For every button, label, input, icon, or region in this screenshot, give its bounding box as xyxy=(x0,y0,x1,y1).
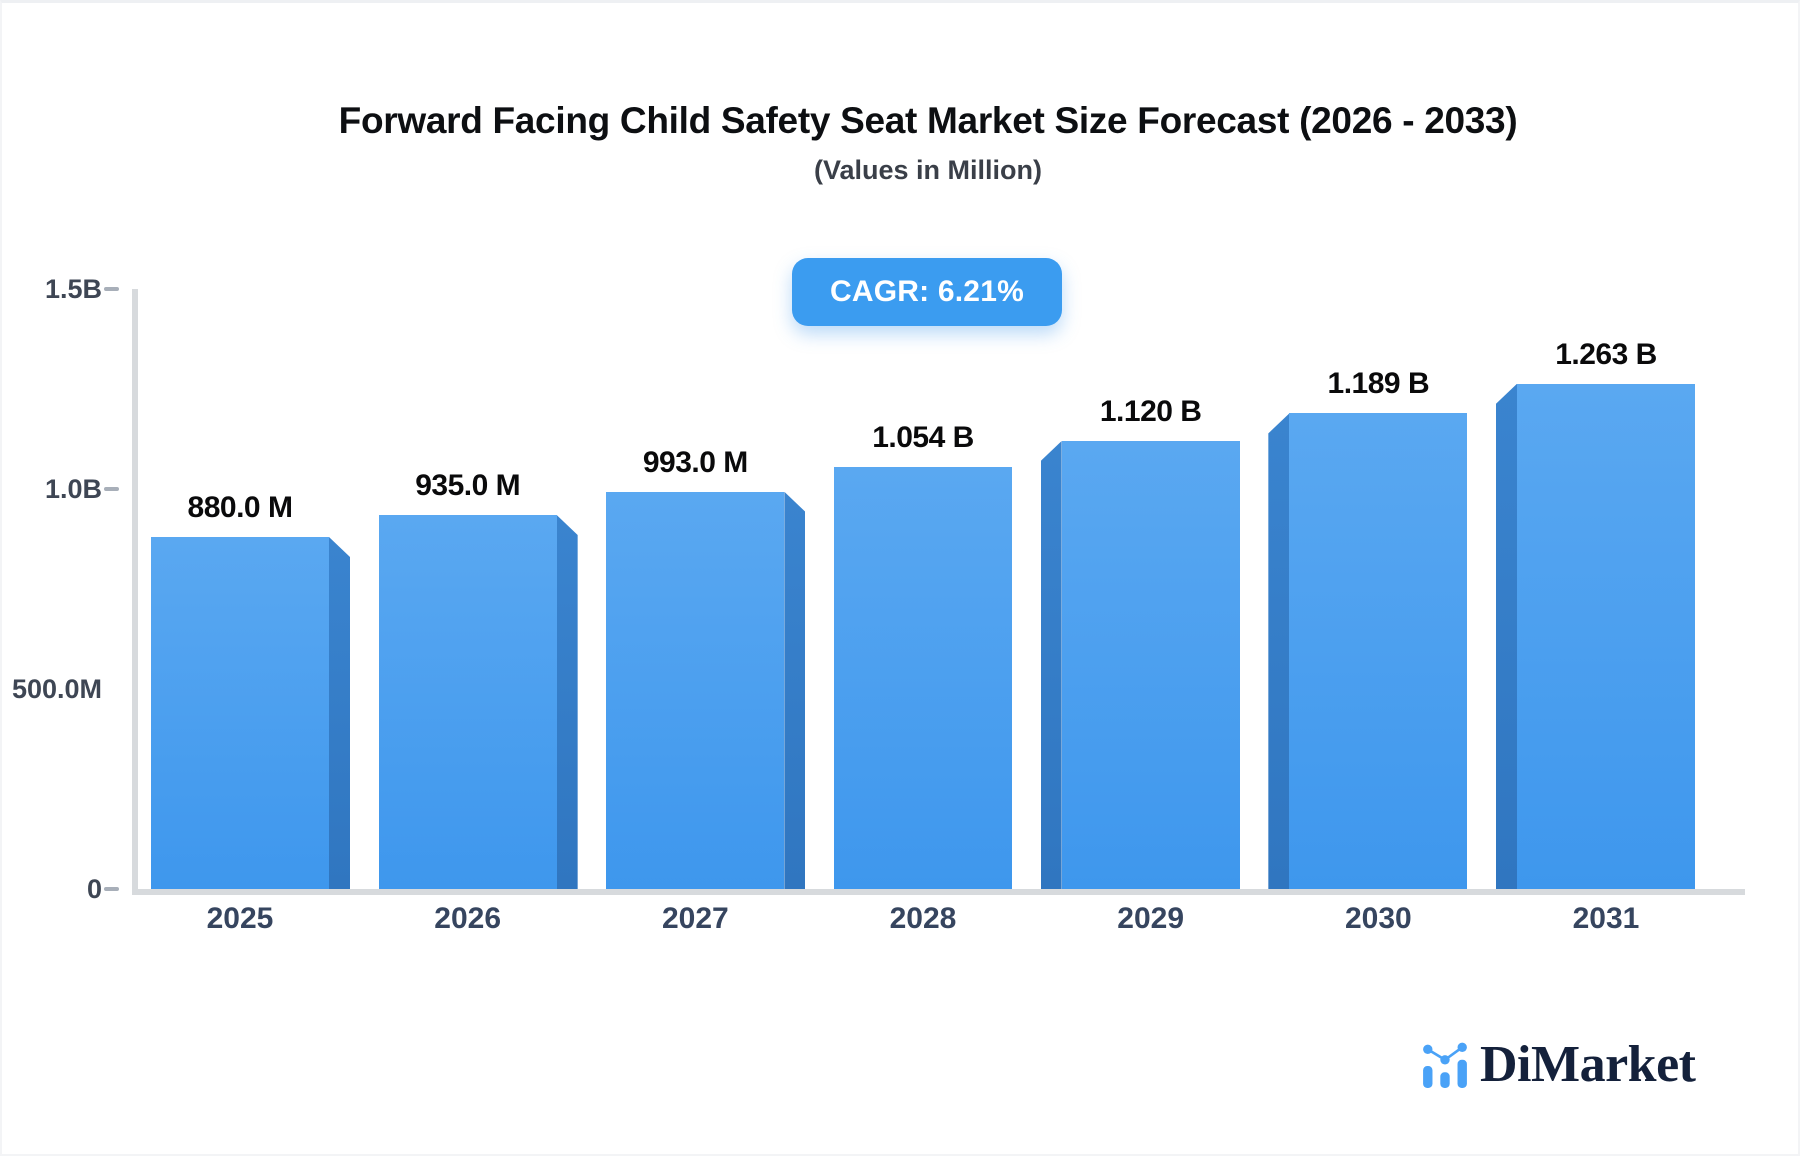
x-axis-category-label: 2026 xyxy=(434,902,502,935)
bar-value-label: 993.0 M xyxy=(642,445,748,479)
x-axis-category-label: 2030 xyxy=(1344,902,1412,935)
bar-2026[interactable] xyxy=(378,515,557,889)
chart-header: Forward Facing Child Safety Seat Market … xyxy=(58,99,1798,186)
bar-side-2027 xyxy=(784,491,806,889)
bar-2025[interactable] xyxy=(151,537,329,889)
bar-side-2026 xyxy=(556,515,578,889)
bar-2031[interactable] xyxy=(1517,383,1695,889)
x-axis-category-label: 2029 xyxy=(1117,902,1185,935)
bar-chart-logo-icon xyxy=(1423,1042,1467,1088)
bar-2030[interactable] xyxy=(1289,413,1468,889)
bar-side-2029 xyxy=(1040,441,1062,889)
bar-chart-plot-area: 1.5B 1.0B 500.0M 0 880.0 M 2025 935.0 M 2026 993… xyxy=(2,3,1798,1154)
bar-value-label: 935.0 M xyxy=(415,469,521,502)
cagr-badge-label: CAGR: 6.21% xyxy=(830,275,1024,308)
bar-side-2025 xyxy=(329,537,350,889)
bar-2029[interactable] xyxy=(1061,441,1240,889)
x-axis-category-label: 2025 xyxy=(206,902,274,935)
y-axis-tick-label: 1.0B xyxy=(44,474,102,504)
y-axis-tick-label: 0 xyxy=(86,874,102,904)
dimarket-logo: DiMarket xyxy=(1422,1036,1696,1094)
x-axis-category-label: 2027 xyxy=(661,902,729,935)
chart-title: Forward Facing Child Safety Seat Market … xyxy=(338,100,1518,141)
bar-value-label: 1.263 B xyxy=(1555,337,1657,371)
y-axis-line xyxy=(132,289,138,895)
cagr-badge: CAGR: 6.21% xyxy=(792,258,1062,326)
y-axis-tick-mark xyxy=(104,887,119,891)
y-axis-tick-mark xyxy=(104,287,119,291)
chart-subtitle: (Values in Million) xyxy=(813,155,1043,186)
y-axis-tick-mark xyxy=(104,487,119,491)
bar-value-label: 1.054 B xyxy=(872,421,974,455)
x-axis-category-label: 2031 xyxy=(1572,902,1640,935)
y-axis-tick-label: 500.0M xyxy=(11,674,102,704)
bar-value-label: 1.120 B xyxy=(1099,395,1202,428)
bar-side-2030 xyxy=(1268,413,1290,889)
dimarket-logo-text: DiMarket xyxy=(1480,1036,1696,1094)
y-axis-tick-label: 1.5B xyxy=(44,274,102,304)
bar-2028[interactable] xyxy=(834,467,1012,889)
bar-2027[interactable] xyxy=(606,491,785,889)
bar-side-2031 xyxy=(1496,383,1517,889)
x-axis-category-label: 2028 xyxy=(889,902,957,935)
x-axis-line xyxy=(132,889,1745,895)
bar-value-label: 1.189 B xyxy=(1327,367,1430,401)
bar-value-label: 880.0 M xyxy=(187,491,293,524)
